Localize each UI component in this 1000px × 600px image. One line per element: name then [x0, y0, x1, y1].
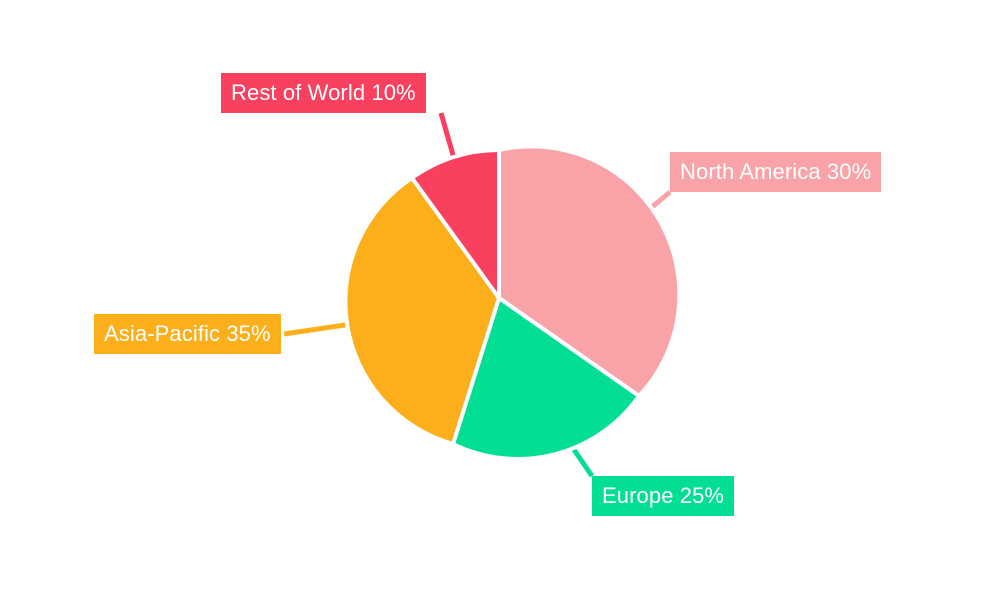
pie-slice-europe[interactable]: [451, 296, 641, 461]
slice-label-north-america[interactable]: North America 30%: [670, 152, 882, 192]
pie-slice-north-america[interactable]: [497, 144, 682, 398]
pie-slice-rest-of-world[interactable]: [410, 147, 501, 300]
leader-line-asia-pacific: [283, 310, 355, 337]
pie-slices: [343, 144, 682, 461]
slice-label-asia-pacific[interactable]: Asia-Pacific 35%: [94, 314, 281, 354]
slice-label-europe[interactable]: Europe 25%: [592, 476, 735, 516]
pie-slice-asia-pacific[interactable]: [343, 176, 501, 446]
slice-label-rest-of-world[interactable]: Rest of World 10%: [221, 73, 426, 113]
